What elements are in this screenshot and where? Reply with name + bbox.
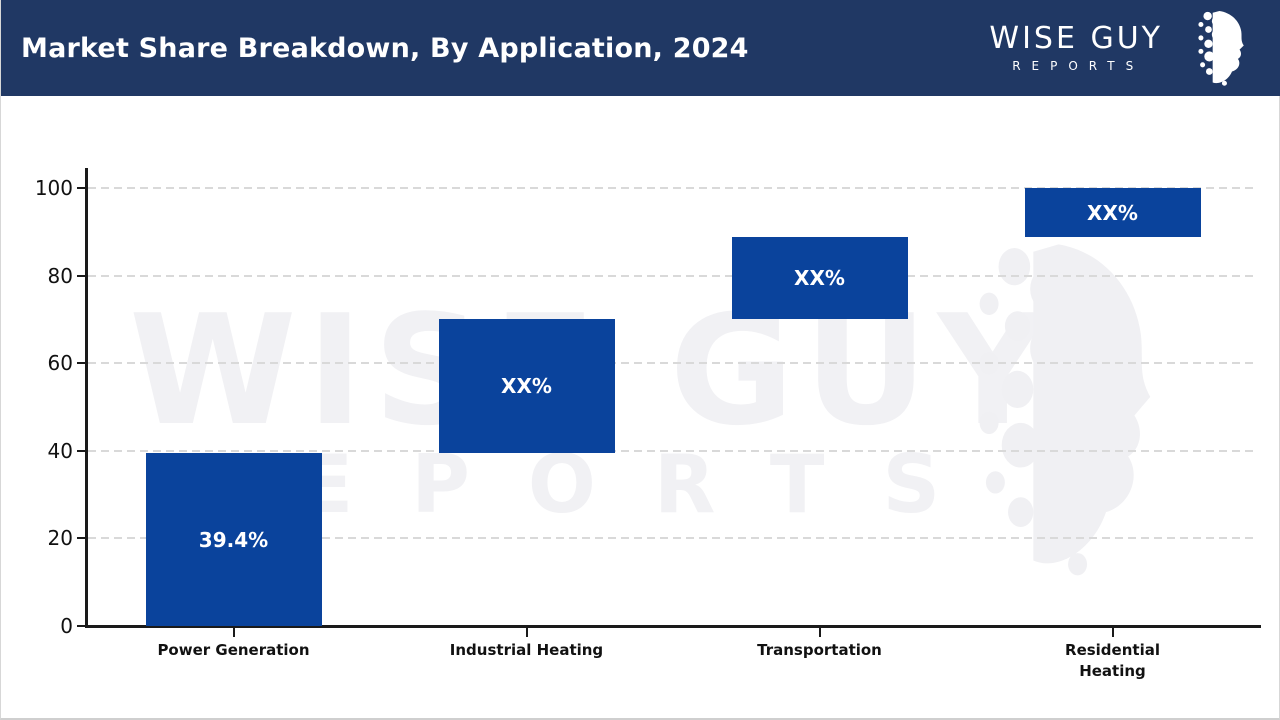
- y-tick-label: 0: [60, 614, 73, 638]
- bar-value-label: 39.4%: [198, 527, 269, 552]
- gridline-100: [88, 187, 1256, 189]
- y-axis-line: [85, 168, 88, 628]
- bar-value-label: XX%: [794, 266, 845, 291]
- y-tick-100: [77, 187, 86, 189]
- bar-value-label: XX%: [501, 374, 552, 399]
- gridline-80: [88, 274, 1256, 277]
- bar-residential-heating: XX%: [1024, 188, 1201, 238]
- y-tick-20: [77, 537, 86, 540]
- y-tick-label: 40: [47, 438, 73, 463]
- x-tick-label: Residential Heating: [1065, 641, 1160, 680]
- x-tick-label: Transportation: [757, 641, 882, 659]
- y-tick-80: [77, 274, 86, 277]
- logo-wordmark: WISE GUY: [989, 21, 1163, 56]
- gridline-60: [88, 362, 1256, 365]
- x-tick-label: Power Generation: [157, 641, 310, 659]
- x-axis-line: [85, 625, 1261, 628]
- header: Market Share Breakdown, By Application, …: [1, 0, 1280, 96]
- wise-guy-reports-logo: WISE GUY REPORTS: [989, 6, 1253, 90]
- gridline-20: [88, 537, 1256, 540]
- bar-value-label: XX%: [1087, 200, 1138, 225]
- logo-text: WISE GUY REPORTS: [989, 21, 1163, 73]
- y-tick-40: [77, 449, 86, 452]
- x-tick-0: [232, 628, 235, 637]
- y-tick-label: 80: [47, 263, 73, 288]
- y-tick-label: 100: [34, 176, 73, 200]
- bar-industrial-heating: XX%: [438, 319, 615, 454]
- x-tick-label: Industrial Heating: [449, 641, 604, 659]
- x-tick-3: [1111, 628, 1114, 637]
- gridline-40: [88, 449, 1256, 452]
- bar-power-generation: 39.4%: [145, 453, 322, 626]
- dotted-head-icon: [1198, 11, 1244, 86]
- x-tick-2: [818, 628, 821, 637]
- y-tick-60: [77, 362, 86, 365]
- x-tick-1: [525, 628, 528, 637]
- y-tick-label: 60: [47, 351, 73, 376]
- chart-title: Market Share Breakdown, By Application, …: [21, 32, 749, 64]
- y-tick-0: [77, 625, 86, 627]
- bar-transportation: XX%: [731, 237, 908, 320]
- watermark-head-icon: [979, 244, 1151, 576]
- logo-subtitle: REPORTS: [1012, 59, 1145, 73]
- y-tick-label: 20: [47, 526, 73, 551]
